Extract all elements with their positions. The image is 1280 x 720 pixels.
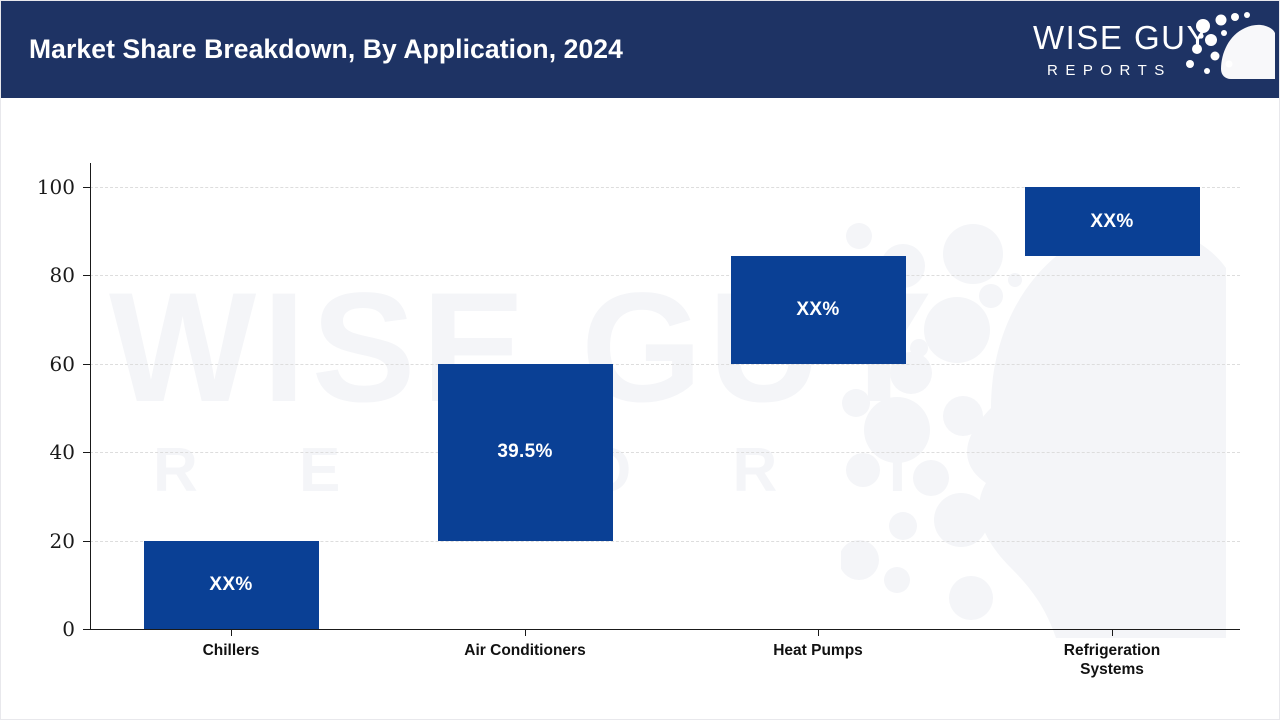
gridline-80: [90, 275, 1240, 276]
x-tick-label-refrigeration-line2: Systems: [1080, 661, 1144, 678]
y-tick-label-100: 100: [36, 175, 75, 199]
y-tick-mark-40: [83, 452, 91, 453]
wise-guy-reports-logo: WISE GUY REPORTS: [1025, 9, 1275, 91]
y-axis-line: [90, 163, 91, 630]
x-tick-mark-chillers: [231, 629, 232, 636]
y-tick-label-80: 80: [49, 263, 75, 287]
bar-label-air-conditioners: 39.5%: [497, 441, 553, 462]
y-tick-mark-20: [83, 541, 91, 542]
y-tick-label-0: 0: [62, 617, 75, 641]
chart-plot-area: WISE GUY R E P O R T S: [1, 98, 1279, 719]
y-tick-mark-60: [83, 364, 91, 365]
bar-heat-pumps[interactable]: [731, 256, 906, 364]
logo-head-icon: [1186, 12, 1275, 80]
bar-refrigeration-systems[interactable]: [1025, 187, 1200, 256]
y-tick-label-60: 60: [49, 352, 75, 376]
y-tick-label-40: 40: [49, 440, 75, 464]
page-title: Market Share Breakdown, By Application, …: [29, 34, 623, 64]
x-tick-mark-refrigeration-systems: [1112, 629, 1113, 636]
y-tick-label-20: 20: [49, 529, 75, 553]
bar-label-refrigeration-systems: XX%: [1090, 211, 1134, 232]
x-axis-line: [90, 629, 1240, 630]
y-tick-mark-0: [83, 629, 91, 630]
x-tick-label-heat-pumps: Heat Pumps: [773, 642, 863, 659]
y-tick-mark-80: [83, 275, 91, 276]
logo-svg: WISE GUY REPORTS: [1033, 12, 1275, 80]
gridline-20: [90, 541, 1240, 542]
x-tick-mark-heat-pumps: [818, 629, 819, 636]
svg-text:REPORTS: REPORTS: [1047, 62, 1172, 79]
x-tick-mark-air-conditioners: [525, 629, 526, 636]
x-tick-label-refrigeration-systems: Refrigeration Systems: [1002, 641, 1222, 679]
bar-label-heat-pumps: XX%: [796, 299, 840, 320]
chart-header: Market Share Breakdown, By Application, …: [1, 1, 1279, 98]
x-tick-label-air-conditioners: Air Conditioners: [464, 642, 586, 659]
bar-air-conditioners[interactable]: [438, 364, 613, 541]
y-tick-mark-100: [83, 187, 91, 188]
x-tick-label-refrigeration-line1: Refrigeration: [1063, 642, 1161, 659]
x-tick-label-chillers: Chillers: [202, 642, 260, 659]
gridline-60: [90, 364, 1240, 365]
bar-label-chillers: XX%: [209, 574, 253, 595]
svg-text:WISE GUY: WISE GUY: [1033, 19, 1210, 56]
bar-chillers[interactable]: [144, 541, 319, 629]
gridline-100: [90, 187, 1240, 188]
gridline-40: [90, 452, 1240, 453]
